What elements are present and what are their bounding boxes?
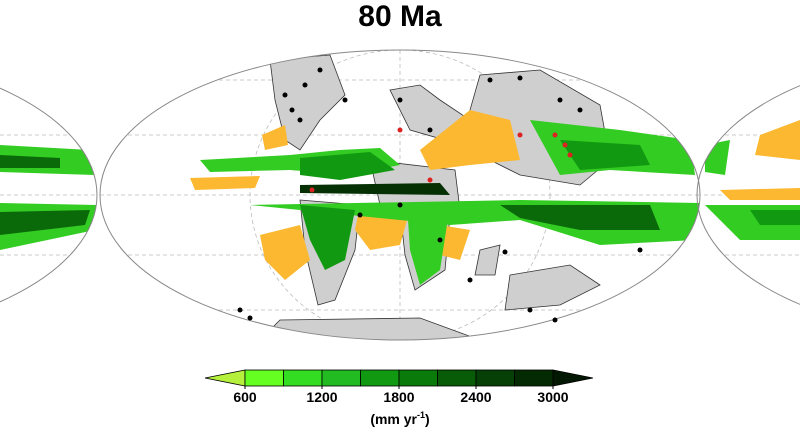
map-title: 80 Ma — [358, 0, 442, 33]
right-globe-outline — [696, 85, 800, 305]
left-globe-outline — [0, 87, 98, 303]
colorbar-tick-label: 3000 — [537, 389, 568, 405]
colorbar: 600 1200 1800 2400 3000 — [204, 369, 594, 405]
colorbar-tick-label: 1200 — [306, 389, 337, 405]
colorbar-segment — [398, 369, 438, 387]
colorbar-segment — [283, 369, 323, 387]
main-globe — [100, 50, 700, 340]
unit-close: ) — [425, 411, 430, 427]
site-dots — [237, 67, 643, 323]
colorbar-segment — [475, 369, 515, 387]
colorbar-segment — [514, 369, 554, 387]
colorbar-segment — [360, 369, 400, 387]
colorbar-tick-label: 600 — [233, 389, 257, 405]
colorbar-high — [552, 369, 594, 387]
colorbar-low — [204, 369, 246, 387]
unit-text: (mm yr — [370, 411, 417, 427]
colorbar-unit: (mm yr-1) — [370, 410, 429, 427]
right-globe — [697, 120, 800, 256]
colorbar-tick-label: 1800 — [383, 389, 414, 405]
colorbar-segment — [437, 369, 477, 387]
unit-sup: -1 — [417, 410, 425, 420]
colorbar-segment — [321, 369, 361, 387]
colorbar-segment — [244, 369, 284, 387]
colorbar-tick-label: 2400 — [460, 389, 491, 405]
left-globe — [0, 134, 97, 256]
red-dots — [309, 127, 573, 193]
